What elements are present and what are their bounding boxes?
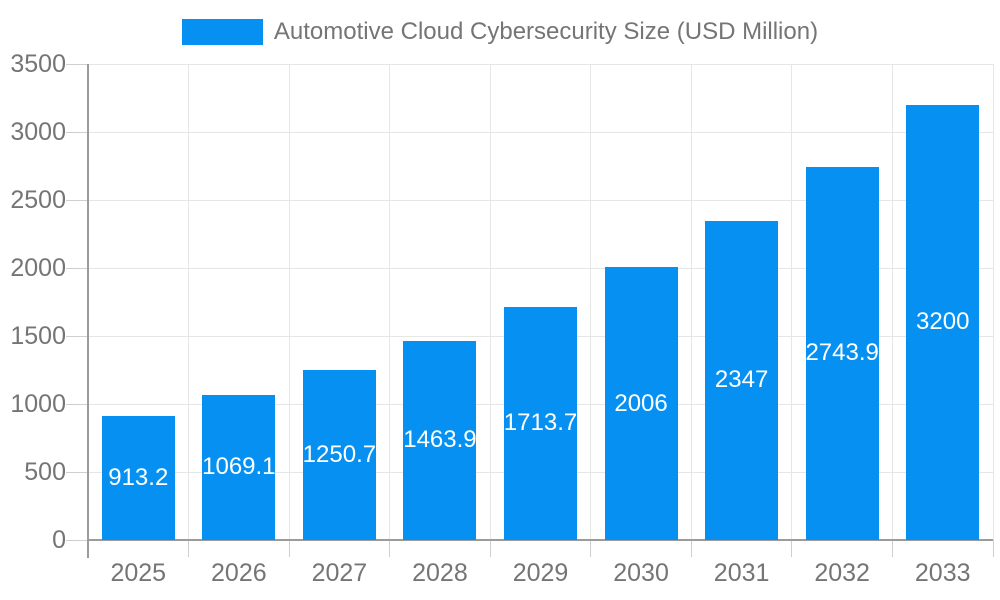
gridline-vertical bbox=[690, 64, 692, 540]
bar-2033[interactable] bbox=[906, 104, 980, 540]
bar-value-label: 1069.1 bbox=[202, 453, 276, 481]
bar-2027[interactable] bbox=[302, 369, 376, 540]
y-axis-tick bbox=[66, 131, 88, 133]
x-axis-label: 2027 bbox=[311, 559, 368, 587]
x-axis-label: 2025 bbox=[110, 559, 167, 587]
gridline-vertical bbox=[389, 64, 391, 540]
bar-value-label: 1463.9 bbox=[403, 426, 477, 454]
bar-value-label: 1250.7 bbox=[302, 440, 377, 468]
x-axis-tick bbox=[389, 540, 391, 557]
bar-value-label: 2347 bbox=[714, 366, 769, 394]
x-axis-tick bbox=[992, 540, 994, 557]
y-axis-tick bbox=[66, 403, 88, 405]
y-axis-tick bbox=[66, 63, 88, 65]
gridline-vertical bbox=[590, 64, 592, 540]
bar-2025[interactable] bbox=[101, 415, 175, 540]
bar-2026[interactable] bbox=[202, 394, 276, 540]
legend-swatch bbox=[181, 19, 263, 45]
x-axis-line bbox=[88, 539, 993, 541]
x-axis-label: 2033 bbox=[914, 559, 971, 587]
gridline-horizontal bbox=[88, 63, 993, 65]
x-axis-label: 2026 bbox=[211, 559, 267, 587]
bar-value-label: 913.2 bbox=[108, 463, 169, 491]
gridline-horizontal bbox=[88, 199, 993, 201]
x-axis-tick bbox=[288, 540, 290, 557]
x-axis-label: 2031 bbox=[713, 559, 770, 587]
x-axis-tick bbox=[188, 540, 190, 557]
bar-2028[interactable] bbox=[403, 340, 477, 540]
y-axis-tick bbox=[66, 539, 88, 541]
y-axis-label: 3500 bbox=[10, 50, 66, 78]
bar-value-label: 2006 bbox=[614, 389, 668, 417]
x-axis-label: 2032 bbox=[814, 559, 870, 587]
y-axis-tick bbox=[66, 471, 88, 473]
gridline-vertical bbox=[791, 64, 793, 540]
bar-2031[interactable] bbox=[705, 220, 779, 540]
y-axis-label: 3000 bbox=[10, 118, 66, 146]
gridline-vertical bbox=[891, 64, 893, 540]
y-axis-line bbox=[87, 64, 89, 558]
gridline-horizontal bbox=[88, 131, 993, 133]
gridline-vertical bbox=[288, 64, 290, 540]
y-axis-label: 1000 bbox=[10, 390, 66, 418]
gridline-horizontal bbox=[88, 267, 993, 269]
y-axis-tick bbox=[66, 267, 88, 269]
x-axis-label: 2029 bbox=[512, 559, 569, 587]
legend-label: Automotive Cloud Cybersecurity Size (USD… bbox=[273, 18, 819, 45]
bar-2029[interactable] bbox=[504, 306, 577, 540]
gridline-vertical bbox=[188, 64, 190, 540]
x-axis-tick bbox=[590, 540, 592, 557]
y-axis-label: 500 bbox=[24, 458, 66, 486]
gridline-vertical bbox=[992, 64, 994, 540]
x-axis-tick bbox=[690, 540, 692, 557]
x-axis-tick bbox=[891, 540, 893, 557]
bar-value-label: 1713.7 bbox=[503, 409, 578, 437]
y-axis-label: 1500 bbox=[10, 322, 66, 350]
x-axis-tick bbox=[489, 540, 491, 557]
bar-value-label: 3200 bbox=[916, 308, 970, 336]
y-axis-label: 2500 bbox=[10, 186, 66, 214]
x-axis-tick bbox=[791, 540, 793, 557]
y-axis-label: 0 bbox=[52, 526, 66, 554]
y-axis-tick bbox=[66, 335, 88, 337]
bar-2030[interactable] bbox=[604, 267, 678, 540]
x-axis-label: 2028 bbox=[412, 559, 468, 587]
gridline-vertical bbox=[489, 64, 491, 540]
y-axis-label: 2000 bbox=[10, 254, 66, 282]
bar-value-label: 2743.9 bbox=[805, 339, 879, 367]
bar-2032[interactable] bbox=[805, 166, 879, 540]
x-axis-label: 2030 bbox=[613, 559, 669, 587]
legend[interactable]: Automotive Cloud Cybersecurity Size (USD… bbox=[0, 17, 1000, 47]
y-axis-tick bbox=[66, 199, 88, 201]
